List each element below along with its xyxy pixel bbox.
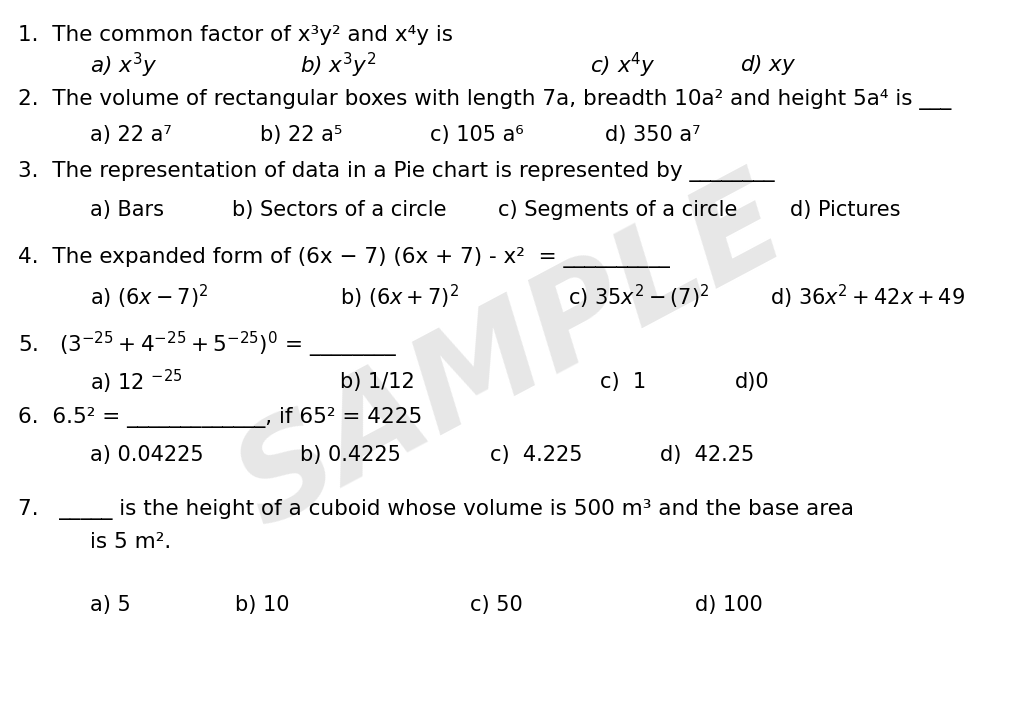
Text: c) $x^{4}y$: c) $x^{4}y$	[590, 50, 656, 80]
Text: d)  42.25: d) 42.25	[660, 445, 755, 465]
Text: d)0: d)0	[735, 372, 770, 392]
Text: c) Segments of a circle: c) Segments of a circle	[498, 200, 737, 220]
Text: d) Pictures: d) Pictures	[790, 200, 900, 220]
Text: b) $x^{3}y^{2}$: b) $x^{3}y^{2}$	[300, 50, 377, 80]
Text: 5.   $(3^{-25} + 4^{-25} + 5^{-25})^{0}$ = ________: 5. $(3^{-25} + 4^{-25} + 5^{-25})^{0}$ =…	[18, 330, 397, 360]
Text: 2.  The volume of rectangular boxes with length 7a, breadth 10a² and height 5a⁴ : 2. The volume of rectangular boxes with …	[18, 89, 951, 111]
Text: a) 22 a⁷: a) 22 a⁷	[90, 125, 172, 145]
Text: 6.  6.5² = _____________, if 65² = 4225: 6. 6.5² = _____________, if 65² = 4225	[18, 407, 422, 427]
Text: b) $(6x + 7)^{2}$: b) $(6x + 7)^{2}$	[340, 283, 459, 311]
Text: b) 22 a⁵: b) 22 a⁵	[260, 125, 342, 145]
Text: c)  4.225: c) 4.225	[490, 445, 583, 465]
Text: a) Bars: a) Bars	[90, 200, 164, 220]
Text: c) 50: c) 50	[470, 595, 522, 615]
Text: d) $36x^{2} + 42x + 49$: d) $36x^{2} + 42x + 49$	[770, 283, 966, 311]
Text: b) Sectors of a circle: b) Sectors of a circle	[232, 200, 446, 220]
Text: SAMPLE: SAMPLE	[217, 158, 807, 552]
Text: d) 100: d) 100	[695, 595, 763, 615]
Text: c) $35x^{2} - (7)^{2}$: c) $35x^{2} - (7)^{2}$	[568, 283, 710, 311]
Text: d) $xy$: d) $xy$	[740, 53, 797, 77]
Text: a) $x^{3}y$: a) $x^{3}y$	[90, 50, 158, 80]
Text: 7.   _____ is the height of a cuboid whose volume is 500 m³ and the base area: 7. _____ is the height of a cuboid whose…	[18, 500, 854, 520]
Text: a) 0.04225: a) 0.04225	[90, 445, 204, 465]
Text: b) 1/12: b) 1/12	[340, 372, 415, 392]
Text: b) 10: b) 10	[234, 595, 290, 615]
Text: a) 5: a) 5	[90, 595, 131, 615]
Text: c) 105 a⁶: c) 105 a⁶	[430, 125, 523, 145]
Text: is 5 m².: is 5 m².	[90, 532, 171, 552]
Text: a) 12 $^{-25}$: a) 12 $^{-25}$	[90, 368, 182, 396]
Text: 3.  The representation of data in a Pie chart is represented by ________: 3. The representation of data in a Pie c…	[18, 161, 774, 182]
Text: d) 350 a⁷: d) 350 a⁷	[605, 125, 700, 145]
Text: 1.  The common factor of x³y² and x⁴y is: 1. The common factor of x³y² and x⁴y is	[18, 25, 453, 45]
Text: a) $(6x - 7)^{2}$: a) $(6x - 7)^{2}$	[90, 283, 209, 311]
Text: 4.  The expanded form of (6x − 7) (6x + 7) - x²  = __________: 4. The expanded form of (6x − 7) (6x + 7…	[18, 248, 670, 268]
Text: c)  1: c) 1	[600, 372, 646, 392]
Text: b) 0.4225: b) 0.4225	[300, 445, 400, 465]
